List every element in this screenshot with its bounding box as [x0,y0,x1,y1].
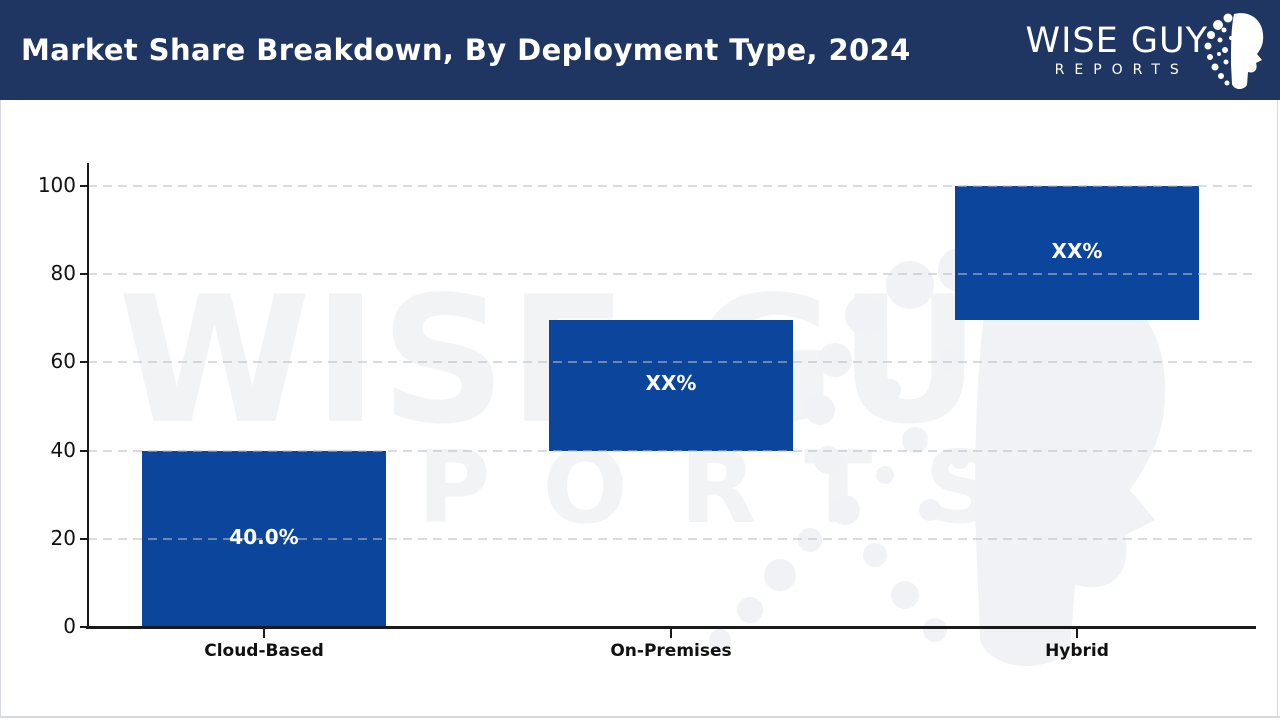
logo-text: WISE GUY REPORTS [1025,23,1208,78]
right-border [1277,100,1278,716]
watermark-head-icon [709,248,1166,667]
x-axis-line [86,626,1256,629]
bar-segment [549,320,793,451]
x-category-label: Cloud-Based [204,641,324,661]
y-tick [80,185,88,187]
y-tick-label: 0 [63,614,76,638]
bar-segment [955,186,1199,321]
y-tick-label: 100 [37,173,76,197]
x-tick [1076,629,1078,638]
x-category-label: On-Premises [610,641,732,661]
gridline [88,273,1255,276]
y-tick [80,537,88,540]
logo-wordmark: WISE GUY [1025,20,1208,61]
y-tick [80,449,88,452]
page-title: Market Share Breakdown, By Deployment Ty… [21,33,911,67]
gridline [88,361,1255,364]
logo-head-icon [1204,13,1264,90]
bottom-border [0,716,1280,718]
y-tick [80,626,88,628]
gridline [88,185,1255,187]
gridline [88,449,1255,452]
x-category-label: Hybrid [1045,641,1109,661]
y-tick-label: 80 [50,261,76,286]
bar-value-label: 40.0% [229,524,299,549]
x-tick [263,629,265,638]
left-border [0,100,1,716]
y-tick [80,273,88,276]
y-tick-label: 40 [50,437,76,462]
bar-value-label: XX% [645,371,697,396]
y-tick-label: 60 [50,349,76,374]
y-tick-label: 20 [50,525,76,550]
y-tick [80,361,88,364]
bar-value-label: XX% [1051,239,1103,264]
y-axis-line [87,163,89,628]
x-tick [670,629,672,638]
logo-subtitle: REPORTS [1054,61,1189,78]
gridline [88,537,1255,540]
header-band: Market Share Breakdown, By Deployment Ty… [0,0,1280,100]
wise-guy-reports-logo: WISE GUY REPORTS [1025,8,1280,92]
